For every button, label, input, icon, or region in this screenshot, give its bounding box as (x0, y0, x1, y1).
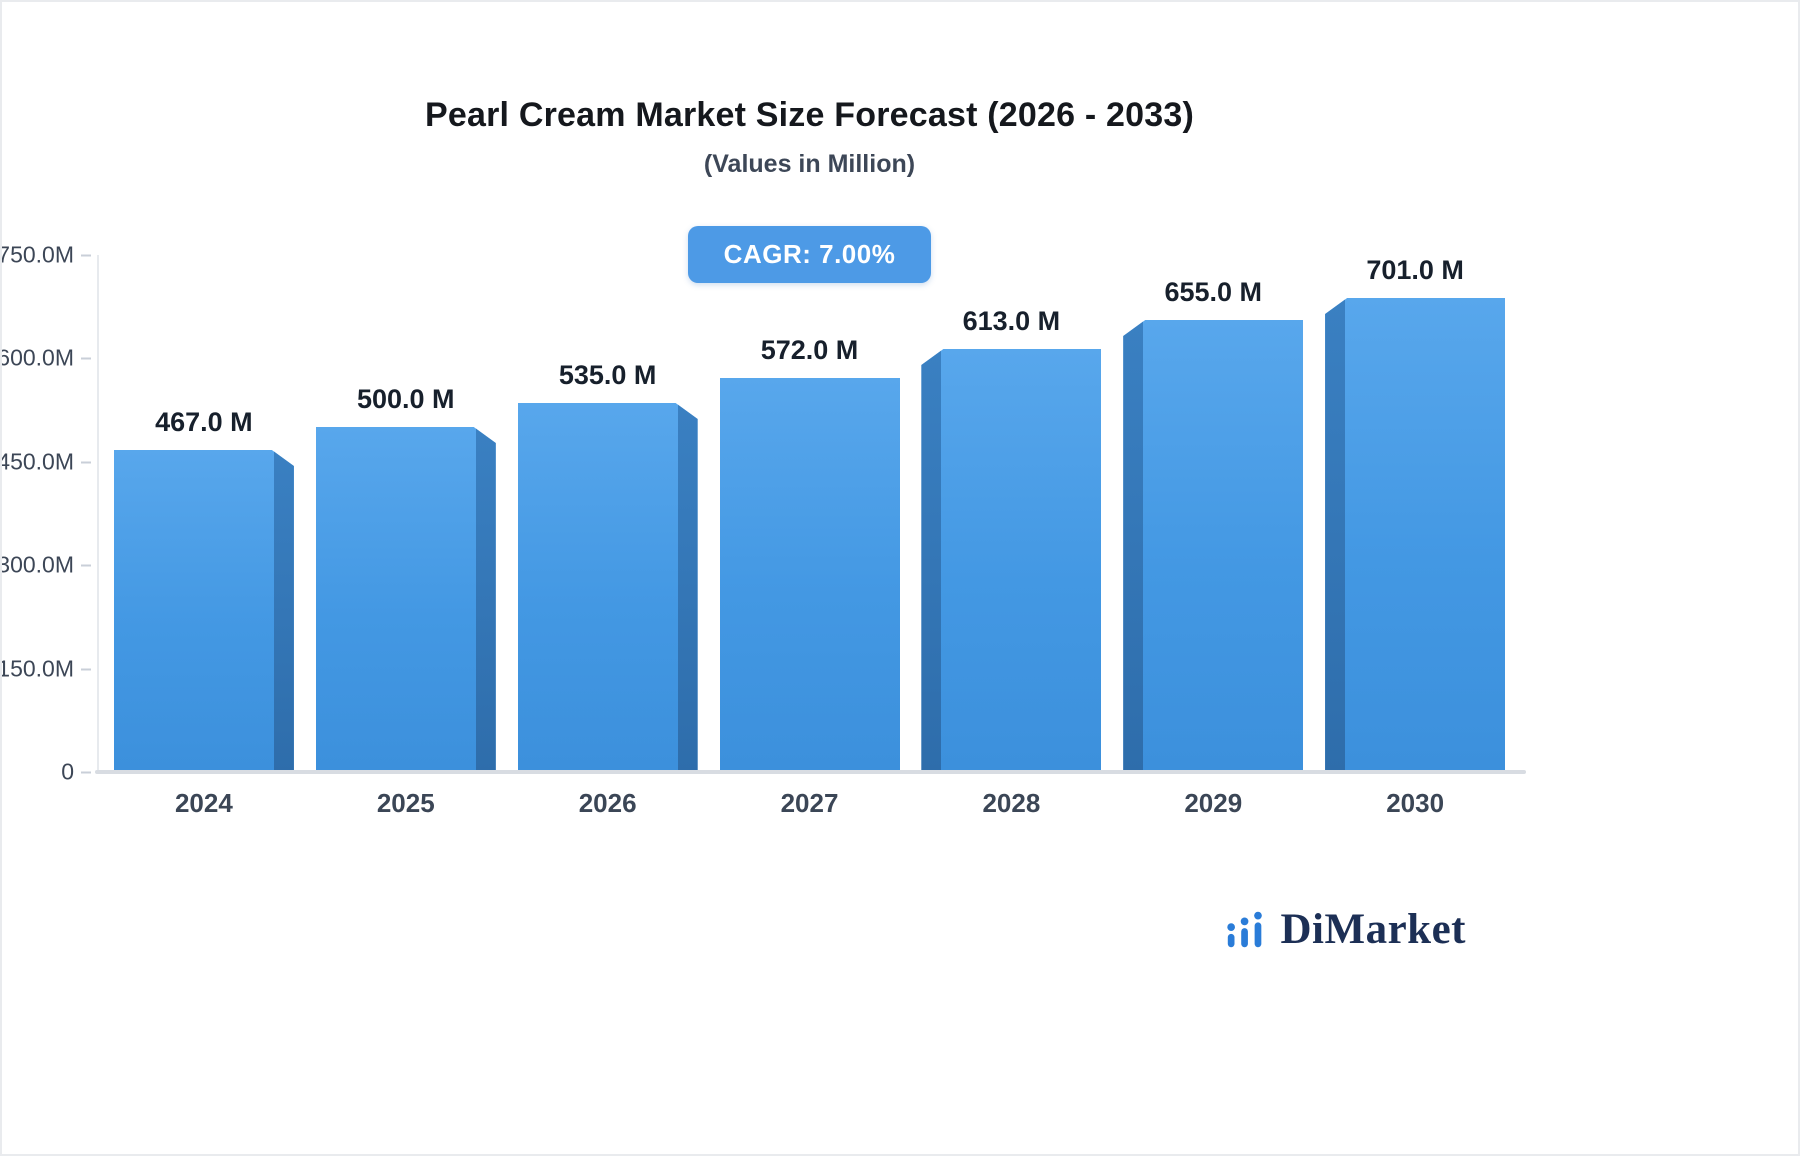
bar-3d-edge (678, 403, 698, 772)
bar-2025 (316, 427, 496, 772)
bar-group: 500.0 M (311, 255, 501, 772)
bar-3d-edge (274, 450, 294, 772)
x-axis-line (95, 770, 1526, 774)
bar-2030 (1325, 298, 1506, 772)
y-axis-label: 750.0M (2, 242, 91, 269)
dimarket-logo: DiMarket (1223, 905, 1467, 954)
cagr-badge-row: CAGR: 7.00% (97, 226, 1522, 283)
bar-group: 535.0 M (513, 255, 703, 772)
bar-2028 (921, 349, 1102, 772)
bar-value-label: 572.0 M (760, 335, 859, 365)
bar-value-label: 613.0 M (962, 306, 1061, 336)
y-axis-label: 450.0M (2, 449, 91, 476)
y-axis-label: 600.0M (2, 345, 91, 372)
x-axis-label: 2024 (174, 788, 233, 818)
bar-2024 (114, 450, 294, 772)
x-axis-label: 2026 (578, 788, 637, 818)
logo-text: DiMarket (1280, 906, 1466, 953)
y-axis-label: 0 (61, 759, 91, 786)
y-axis-label: 300.0M (2, 552, 91, 579)
bar-3d-edge (1325, 298, 1346, 772)
bar-value-label: 701.0 M (1366, 255, 1464, 285)
bar-chart-icon (1223, 907, 1269, 953)
bar-2029 (1123, 320, 1304, 772)
bar-value-label: 535.0 M (558, 360, 657, 390)
bar-group: 701.0 M (1320, 255, 1510, 772)
bar-group: 467.0 M (109, 255, 299, 772)
y-axis-line (97, 255, 99, 772)
y-axis-label: 150.0M (2, 656, 91, 683)
x-axis-label: 2028 (982, 788, 1041, 818)
chart-subtitle: (Values in Million) (703, 150, 916, 178)
bar-value-label: 500.0 M (356, 384, 455, 414)
bar-2026 (518, 403, 698, 772)
x-axis-label: 2029 (1184, 788, 1243, 818)
bar-3d-edge (1123, 320, 1144, 772)
bar-3d-edge (921, 349, 942, 772)
bar-3d-edge (476, 427, 496, 772)
x-axis-label: 2025 (376, 788, 435, 818)
bar-value-label: 655.0 M (1164, 277, 1263, 307)
bar-group: 572.0 M (715, 255, 905, 772)
plot-area: 467.0 M 500.0 M 535.0 M 572.0 M 613.0 M 655.0… (97, 255, 1522, 772)
x-axis-label: 2030 (1386, 788, 1445, 818)
chart-title: Pearl Cream Market Size Forecast (2026 -… (425, 96, 1194, 134)
bar-value-label: 467.0 M (155, 407, 253, 437)
bar-2027 (719, 378, 900, 772)
bar-group: 613.0 M (916, 255, 1106, 772)
x-axis: 2024 2025 2026 2027 2028 2029 2030 (97, 788, 1522, 819)
x-axis-label: 2027 (780, 788, 839, 818)
bar-group: 655.0 M (1118, 255, 1308, 772)
bar-chart: 750.0M 600.0M 450.0M 300.0M 150.0M 0 467.0 M 5… (2, 242, 1526, 818)
cagr-badge: CAGR: 7.00% (687, 226, 932, 283)
